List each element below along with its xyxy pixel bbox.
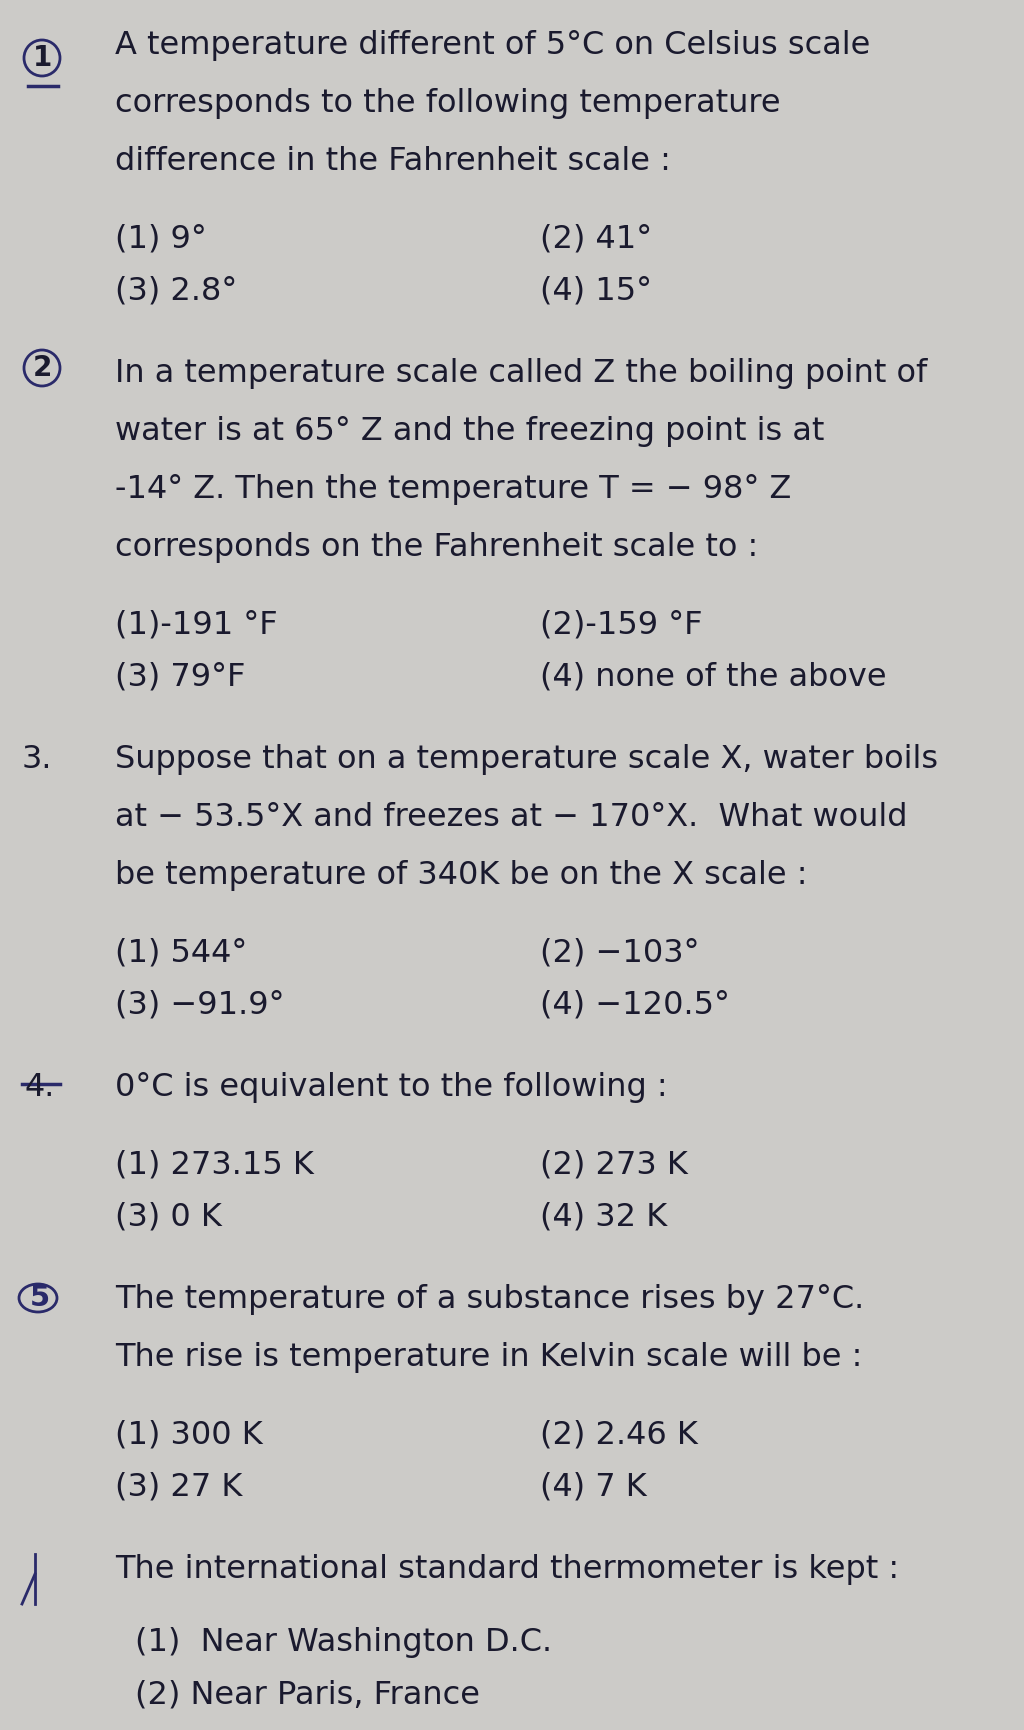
Text: (2) 41°: (2) 41° xyxy=(540,223,652,254)
Text: (1) 273.15 K: (1) 273.15 K xyxy=(115,1150,314,1182)
Text: (3) 0 K: (3) 0 K xyxy=(115,1202,222,1233)
Text: (1)  Near Washington D.C.: (1) Near Washington D.C. xyxy=(135,1626,552,1657)
Text: corresponds on the Fahrenheit scale to :: corresponds on the Fahrenheit scale to : xyxy=(115,533,758,562)
Text: (4) 7 K: (4) 7 K xyxy=(540,1472,647,1503)
Text: (2) Near Paris, France: (2) Near Paris, France xyxy=(135,1680,480,1709)
Text: (2) −103°: (2) −103° xyxy=(540,938,699,969)
Text: be temperature of 340K be on the X scale :: be temperature of 340K be on the X scale… xyxy=(115,860,808,891)
Text: (2)-159 °F: (2)-159 °F xyxy=(540,611,702,642)
Text: The international standard thermometer is kept :: The international standard thermometer i… xyxy=(115,1554,899,1585)
Text: corresponds to the following temperature: corresponds to the following temperature xyxy=(115,88,780,119)
Text: 1: 1 xyxy=(33,43,51,73)
Text: water is at 65° Z and the freezing point is at: water is at 65° Z and the freezing point… xyxy=(115,415,824,446)
Text: In a temperature scale called Z the boiling point of: In a temperature scale called Z the boil… xyxy=(115,358,928,389)
Text: (3) 79°F: (3) 79°F xyxy=(115,663,246,694)
Text: (1) 9°: (1) 9° xyxy=(115,223,207,254)
Text: 2: 2 xyxy=(33,355,51,382)
Text: at − 53.5°X and freezes at − 170°X.  What would: at − 53.5°X and freezes at − 170°X. What… xyxy=(115,803,907,834)
Text: (1) 544°: (1) 544° xyxy=(115,938,247,969)
Text: The rise is temperature in Kelvin scale will be :: The rise is temperature in Kelvin scale … xyxy=(115,1342,862,1374)
Text: (3) −91.9°: (3) −91.9° xyxy=(115,990,285,1021)
Text: 5: 5 xyxy=(30,1284,50,1311)
Text: (1)-191 °F: (1)-191 °F xyxy=(115,611,278,642)
Text: A temperature different of 5°C on Celsius scale: A temperature different of 5°C on Celsiu… xyxy=(115,29,870,61)
Text: 4.: 4. xyxy=(24,1073,54,1104)
Text: (2) 2.46 K: (2) 2.46 K xyxy=(540,1420,698,1451)
Text: (2) 273 K: (2) 273 K xyxy=(540,1150,688,1182)
Text: -14° Z. Then the temperature T = − 98° Z: -14° Z. Then the temperature T = − 98° Z xyxy=(115,474,792,505)
Text: difference in the Fahrenheit scale :: difference in the Fahrenheit scale : xyxy=(115,145,671,176)
Text: (4) none of the above: (4) none of the above xyxy=(540,663,887,694)
Text: (1) 300 K: (1) 300 K xyxy=(115,1420,263,1451)
Text: 3.: 3. xyxy=(22,744,52,775)
Text: Suppose that on a temperature scale X, water boils: Suppose that on a temperature scale X, w… xyxy=(115,744,938,775)
Text: (4) 15°: (4) 15° xyxy=(540,277,652,306)
Text: (4) −120.5°: (4) −120.5° xyxy=(540,990,730,1021)
Text: (4) 32 K: (4) 32 K xyxy=(540,1202,668,1233)
Text: The temperature of a substance rises by 27°C.: The temperature of a substance rises by … xyxy=(115,1284,864,1315)
Text: 0°C is equivalent to the following :: 0°C is equivalent to the following : xyxy=(115,1073,668,1104)
Text: (3) 27 K: (3) 27 K xyxy=(115,1472,243,1503)
Text: (3) 2.8°: (3) 2.8° xyxy=(115,277,238,306)
